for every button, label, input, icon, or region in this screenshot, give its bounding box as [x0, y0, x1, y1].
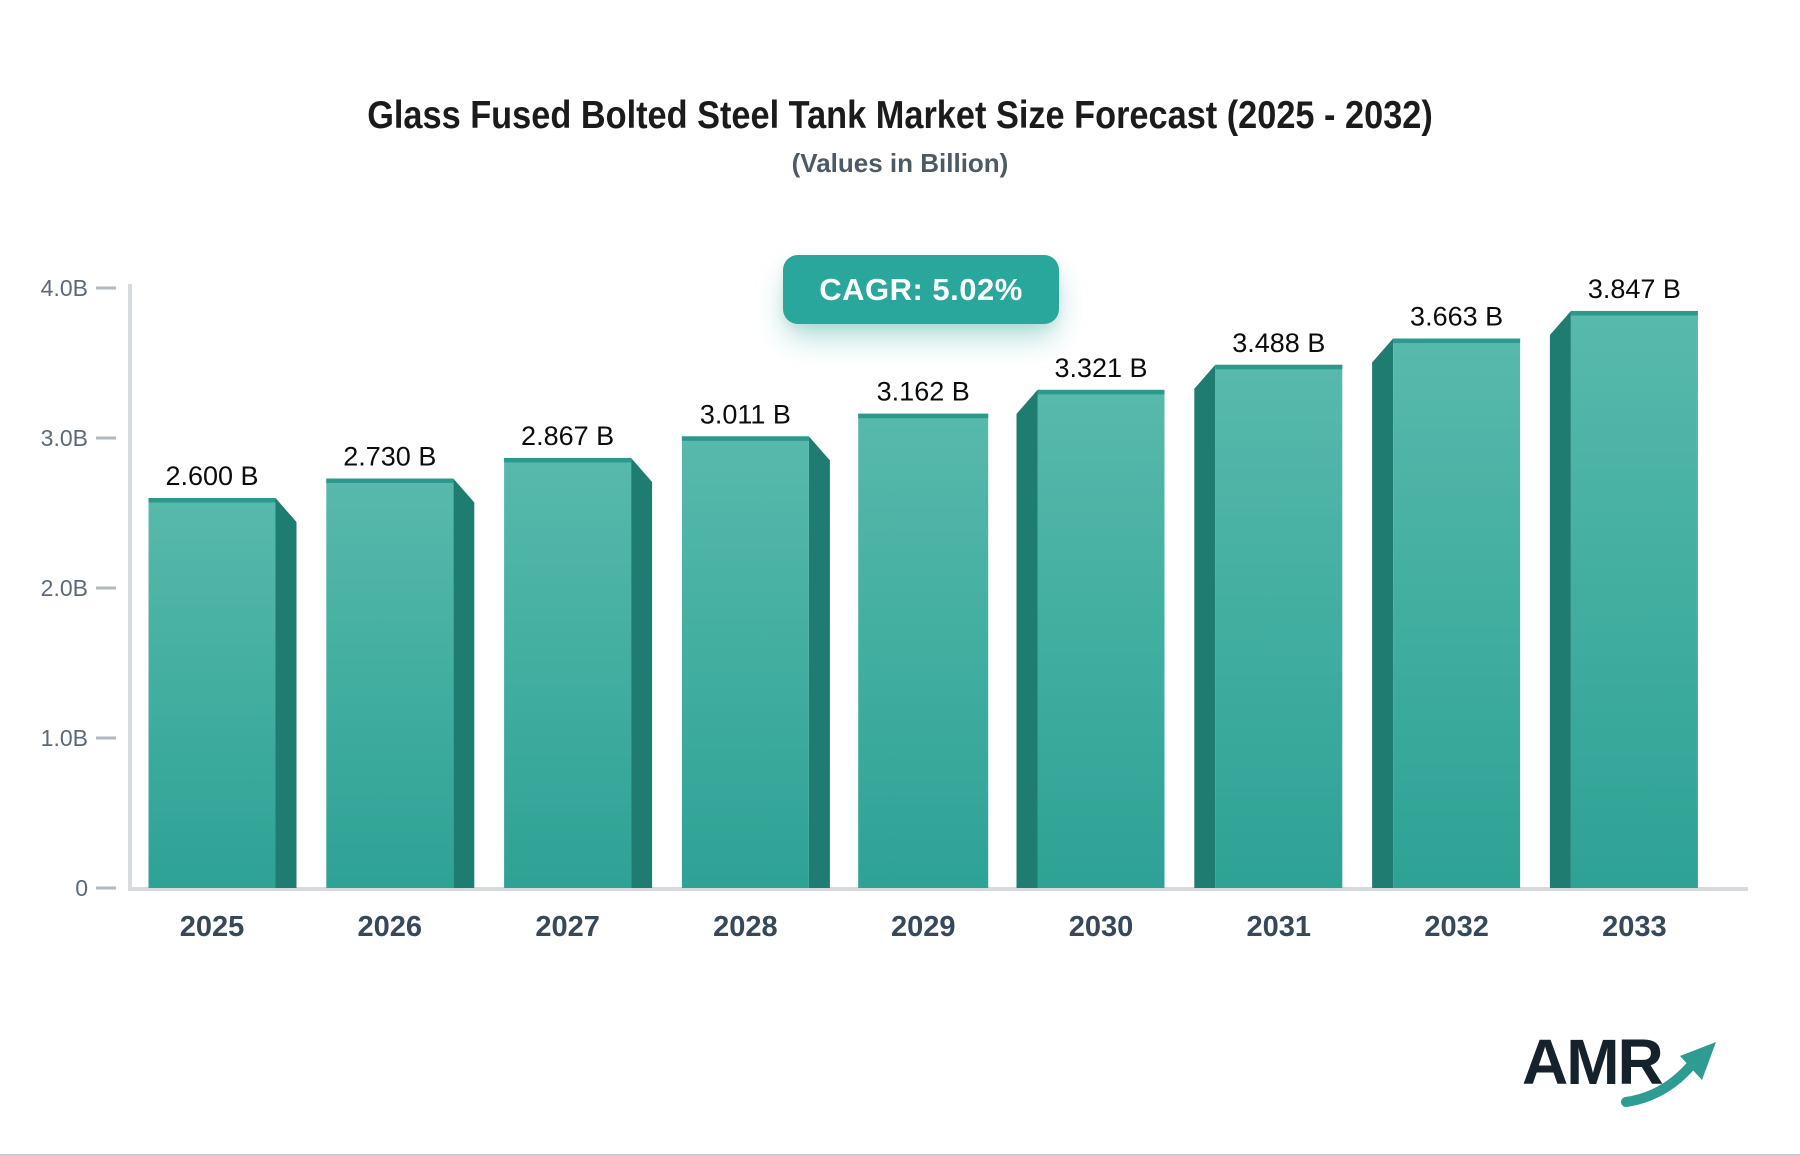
bar: [681, 436, 809, 888]
chart-subtitle: (Values in Billion): [791, 148, 1009, 178]
bar: [858, 413, 989, 888]
bar-top-edge: [1393, 338, 1521, 344]
bar: [326, 478, 454, 888]
x-tick-label: 2031: [1247, 911, 1312, 943]
bar-value-label: 3.011 B: [700, 399, 791, 429]
bar-top-edge: [148, 498, 276, 503]
bar-value-label: 3.488 B: [1232, 328, 1325, 358]
bar: [504, 457, 632, 888]
chart-title: Glass Fused Bolted Steel Tank Market Siz…: [367, 94, 1433, 137]
x-tick-label: 2033: [1602, 911, 1667, 943]
amr-logo-text: AMR: [1522, 1026, 1664, 1098]
x-tick-label: 2030: [1069, 911, 1134, 943]
bar-side: [1549, 310, 1571, 888]
bar: [1570, 310, 1698, 888]
y-tick-label: 0: [75, 875, 88, 901]
bar-top-edge: [681, 436, 809, 441]
x-tick-label: 2029: [891, 911, 956, 943]
bar-value-label: 3.847 B: [1588, 274, 1681, 304]
bar-side: [275, 498, 297, 888]
bar-value-label: 2.867 B: [521, 421, 614, 451]
y-tick-label: 2.0B: [41, 575, 88, 601]
bar-value-label: 2.730 B: [343, 442, 436, 472]
bar-side: [1372, 338, 1394, 888]
x-tick-label: 2028: [713, 911, 778, 943]
x-tick-label: 2032: [1424, 911, 1489, 943]
bar-top-edge: [1215, 364, 1343, 370]
x-tick-label: 2026: [358, 911, 423, 943]
bar-value-label: 3.663 B: [1410, 302, 1503, 332]
y-tick-label: 3.0B: [41, 425, 88, 451]
trend-up-arrow-icon: [1621, 1042, 1716, 1107]
bar-top-edge: [326, 478, 454, 483]
cagr-badge: CAGR: 5.02%: [783, 255, 1059, 324]
bar-top-edge: [1037, 389, 1165, 395]
amr-logo: AMR: [1522, 1030, 1742, 1120]
bar-side: [1016, 389, 1038, 888]
bar-top-edge: [1570, 310, 1698, 316]
bar-side: [453, 478, 475, 888]
bar-side: [631, 457, 653, 888]
cagr-badge-label: CAGR: 5.02%: [819, 271, 1023, 307]
bar-side: [1194, 364, 1216, 888]
bar-side: [808, 436, 830, 888]
bar-value-label: 3.162 B: [877, 377, 970, 407]
bar: [1037, 389, 1165, 888]
bar: [148, 498, 276, 888]
x-tick-label: 2027: [535, 911, 600, 943]
bar-top-edge: [504, 457, 632, 463]
bar: [1215, 364, 1343, 888]
y-tick-label: 4.0B: [41, 275, 88, 301]
bar: [1393, 338, 1521, 888]
bar-top-edge: [858, 413, 989, 419]
bar-value-label: 3.321 B: [1054, 353, 1147, 383]
y-tick-label: 1.0B: [41, 725, 88, 751]
bar-value-label: 2.600 B: [165, 461, 258, 491]
x-tick-label: 2025: [180, 911, 245, 943]
